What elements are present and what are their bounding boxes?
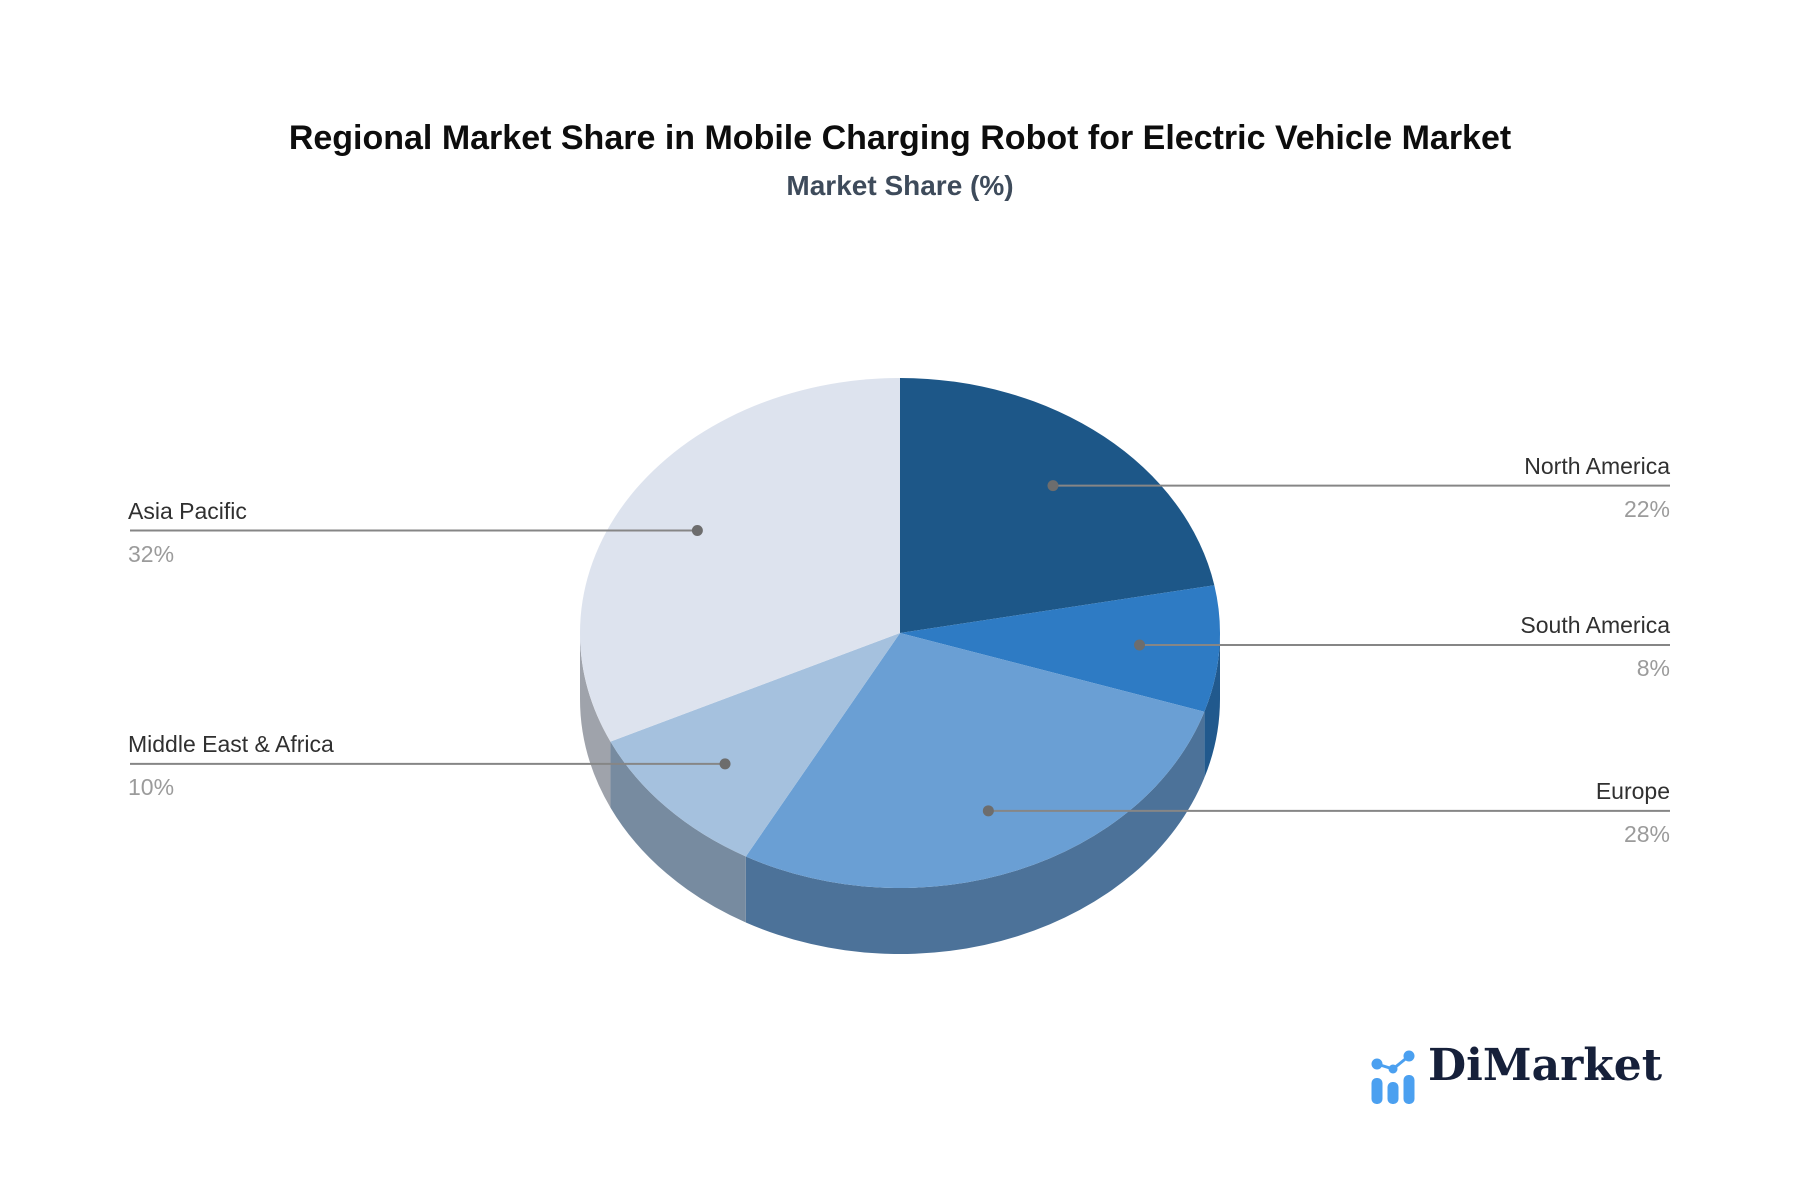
pie-slice-south-america (900, 585, 1221, 712)
leader-dot-south-america (1134, 639, 1146, 651)
pie-slice-side-europe (745, 711, 1205, 954)
pie-value-europe: 28% (1623, 820, 1670, 847)
pie-label-north-america: North America (1524, 452, 1670, 479)
chart-title: Regional Market Share in Mobile Charging… (288, 119, 1512, 157)
leader-dot-middle-east-africa (719, 758, 731, 770)
pie-slice-side-middle-east-africa (610, 741, 746, 923)
pie-label-middle-east-africa: Middle East & Africa (128, 730, 334, 757)
bar-chart-icon (1371, 1050, 1415, 1104)
dimarket-logo: DiMarket (1371, 1038, 1662, 1106)
logo-text: DiMarket (1428, 1040, 1663, 1091)
pie-slice-north-america (900, 378, 1215, 633)
pie-value-south-america: 8% (1636, 655, 1670, 681)
pie-label-asia-pacific: Asia Pacific (128, 497, 247, 524)
pie-value-middle-east-africa: 10% (128, 773, 175, 800)
chart-subtitle: Market Share (%) (786, 170, 1014, 201)
pie-value-asia-pacific: 32% (128, 540, 175, 567)
leader-dot-north-america (1047, 480, 1059, 492)
leader-dot-europe (982, 805, 994, 817)
pie-slice-side-south-america (1204, 633, 1220, 778)
pie-slice-middle-east-africa (610, 633, 900, 857)
pie-slice-europe (745, 633, 1205, 889)
leader-dot-asia-pacific (691, 525, 703, 537)
pie-label-europe: Europe (1595, 777, 1670, 804)
pie-value-north-america: 22% (1623, 495, 1670, 522)
pie-label-south-america: South America (1520, 612, 1670, 638)
pie-slice-asia-pacific (579, 378, 900, 742)
